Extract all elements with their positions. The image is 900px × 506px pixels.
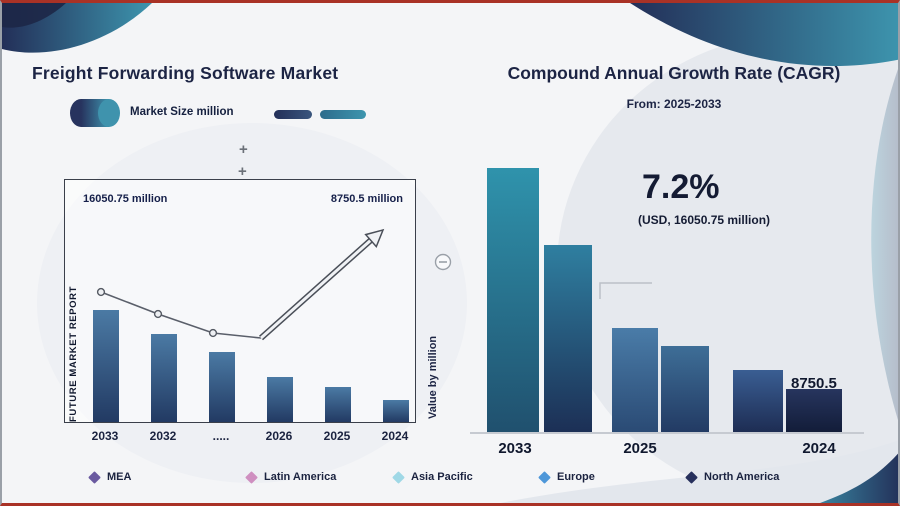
- right-year-label: 2025: [623, 440, 657, 457]
- left-x-label: 2033: [91, 429, 119, 443]
- legend-label: Asia Pacific: [411, 471, 473, 483]
- legend-label: MEA: [107, 471, 132, 483]
- right-bar-2033-primary: [487, 168, 539, 433]
- market-size-legend: Market Size million: [68, 97, 428, 131]
- right-bar-2024-secondary: [786, 389, 842, 433]
- right-subtitle: From: 2025-2033: [626, 97, 722, 111]
- minus-circle-icon: [434, 253, 452, 276]
- legend-item-asia-pacific: Asia Pacific: [392, 470, 473, 484]
- plus-decor-2: +: [238, 163, 247, 180]
- legend-diamond-icon: [392, 470, 405, 484]
- legend-diamond-icon: [538, 470, 551, 484]
- legend-diamond-icon: [245, 470, 258, 484]
- right-year-label: 2033: [498, 440, 532, 457]
- legend-diamond-icon: [88, 470, 101, 484]
- elbow-decor: [599, 282, 652, 299]
- right-edge-band: [871, 69, 898, 420]
- legend-item-north-america: North America: [685, 470, 780, 484]
- left-x-label: 2025: [323, 429, 351, 443]
- left-x-label: 2032: [149, 429, 177, 443]
- trend-arrow-head: [364, 228, 385, 249]
- right-bar-2025-secondary: [661, 346, 709, 433]
- left-bar-2032: [151, 334, 177, 422]
- left-bar-2033: [93, 310, 119, 422]
- left-chart-max-label: 16050.75 million: [83, 193, 168, 205]
- left-chart: 16050.75 million 8750.5 million FUTURE M…: [64, 179, 416, 423]
- left-title: Freight Forwarding Software Market: [32, 63, 339, 83]
- right-bar-2033-secondary: [544, 245, 592, 433]
- plus-decor-1: +: [239, 141, 248, 158]
- right-bar-2024-primary: [733, 370, 783, 433]
- value-axis-label: Value by million: [427, 335, 439, 419]
- cagr-detail: (USD, 16050.75 million): [638, 213, 771, 227]
- left-chart-min-label: 8750.5 million: [330, 193, 403, 205]
- left-x-label: 2024: [381, 429, 409, 443]
- left-bar-.....: [209, 352, 235, 422]
- legend-item-europe: Europe: [538, 470, 595, 484]
- capsule-teal: [320, 110, 366, 119]
- right-bar-2025-primary: [612, 328, 658, 433]
- right-title: Compound Annual Growth Rate (CAGR): [507, 63, 841, 83]
- right-year-labels: 2033 2025 2024: [2, 440, 898, 460]
- top-right-swoosh: [630, 3, 898, 66]
- left-bar-2025: [325, 387, 351, 422]
- cagr-value: 7.2%: [642, 168, 720, 206]
- trend-line: [96, 228, 385, 341]
- right-axis-line: [470, 432, 864, 434]
- legend-item-mea: MEA: [88, 470, 132, 484]
- left-bars: [93, 178, 409, 422]
- capsule-navy: [274, 110, 312, 119]
- bottom-right-accent: [819, 453, 898, 503]
- right-bar-annotation: 8750.5: [791, 375, 837, 392]
- right-year-label: 2024: [802, 440, 836, 457]
- region-legend: MEA Latin America Asia Pacific Europe North …: [2, 470, 898, 493]
- legend-label: Latin America: [264, 471, 337, 483]
- legend-item-latin-america: Latin America: [245, 470, 337, 484]
- legend-label: North America: [704, 471, 780, 483]
- left-x-labels: 2033 2032..... 2026 2025 2024: [91, 429, 409, 443]
- left-bar-2024: [383, 400, 409, 422]
- top-left-accent: [2, 3, 66, 28]
- left-x-label: .....: [212, 429, 230, 443]
- bottom-band: [500, 440, 898, 503]
- right-bars: [470, 163, 864, 433]
- market-size-label: Market Size million: [130, 106, 234, 118]
- cylinder-icon: [70, 99, 120, 127]
- left-bar-2026: [267, 377, 293, 422]
- left-x-label: 2026: [265, 429, 293, 443]
- legend-diamond-icon: [685, 470, 698, 484]
- legend-label: Europe: [557, 471, 595, 483]
